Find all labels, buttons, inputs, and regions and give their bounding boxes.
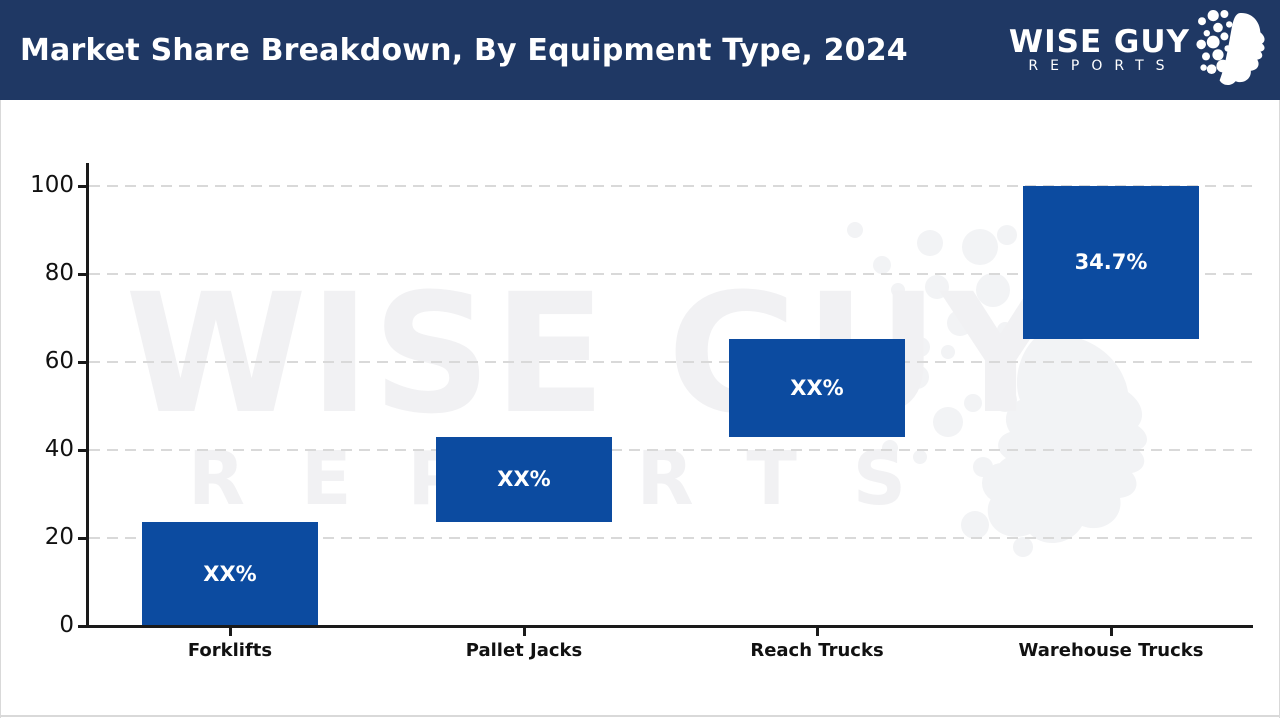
y-axis-tick — [78, 625, 86, 628]
watermark-wordmark: WISE GUY — [125, 258, 1063, 450]
y-axis-tick — [78, 185, 86, 188]
x-category-label: Forklifts — [187, 640, 273, 661]
gridline-60 — [89, 361, 1253, 363]
left-border-line — [0, 100, 1, 718]
y-axis-tick — [78, 449, 86, 452]
x-axis-tick — [229, 628, 232, 636]
gridline-20 — [89, 537, 1253, 539]
y-tick-label: 100 — [30, 172, 74, 198]
x-category-label: Warehouse Trucks — [1018, 640, 1204, 661]
x-category-label: Reach Trucks — [750, 640, 884, 661]
page-title: Market Share Breakdown, By Equipment Typ… — [20, 32, 908, 68]
bar-value-label: XX% — [497, 467, 551, 492]
y-tick-label: 80 — [44, 260, 74, 286]
bar-value-label: 34.7% — [1074, 250, 1148, 275]
x-axis-line — [86, 625, 1253, 628]
bar-warehouse-trucks: 34.7% — [1023, 186, 1199, 339]
gridline-40 — [89, 449, 1253, 451]
y-tick-label: 40 — [44, 436, 74, 462]
wiseguy-logo: WISE GUY REPORTS — [1009, 6, 1266, 94]
bar-pallet-jacks: XX% — [436, 436, 612, 523]
y-axis-tick — [78, 273, 86, 276]
y-tick-label: 60 — [44, 348, 74, 374]
gridline-100 — [89, 185, 1253, 187]
y-axis-tick — [78, 537, 86, 540]
header-bar: Market Share Breakdown, By Equipment Typ… — [0, 0, 1280, 100]
y-axis-line — [86, 163, 89, 627]
y-axis-tick — [78, 361, 86, 364]
gridline-80 — [89, 273, 1253, 275]
y-tick-label: 20 — [44, 524, 74, 550]
x-category-label: Pallet Jacks — [465, 640, 583, 661]
logo-wordmark: WISE GUY — [1008, 24, 1190, 61]
bottom-border-line — [0, 715, 1280, 717]
bar-value-label: XX% — [203, 562, 257, 587]
x-axis-tick — [1110, 628, 1113, 636]
y-tick-label: 0 — [59, 612, 74, 638]
x-axis-tick — [523, 628, 526, 636]
bar-forklifts: XX% — [142, 522, 318, 626]
logo-subtext: REPORTS — [1028, 57, 1177, 74]
bar-value-label: XX% — [790, 375, 844, 400]
logo-face-icon — [1196, 10, 1265, 86]
bar-reach-trucks: XX% — [729, 338, 905, 437]
x-axis-tick — [816, 628, 819, 636]
